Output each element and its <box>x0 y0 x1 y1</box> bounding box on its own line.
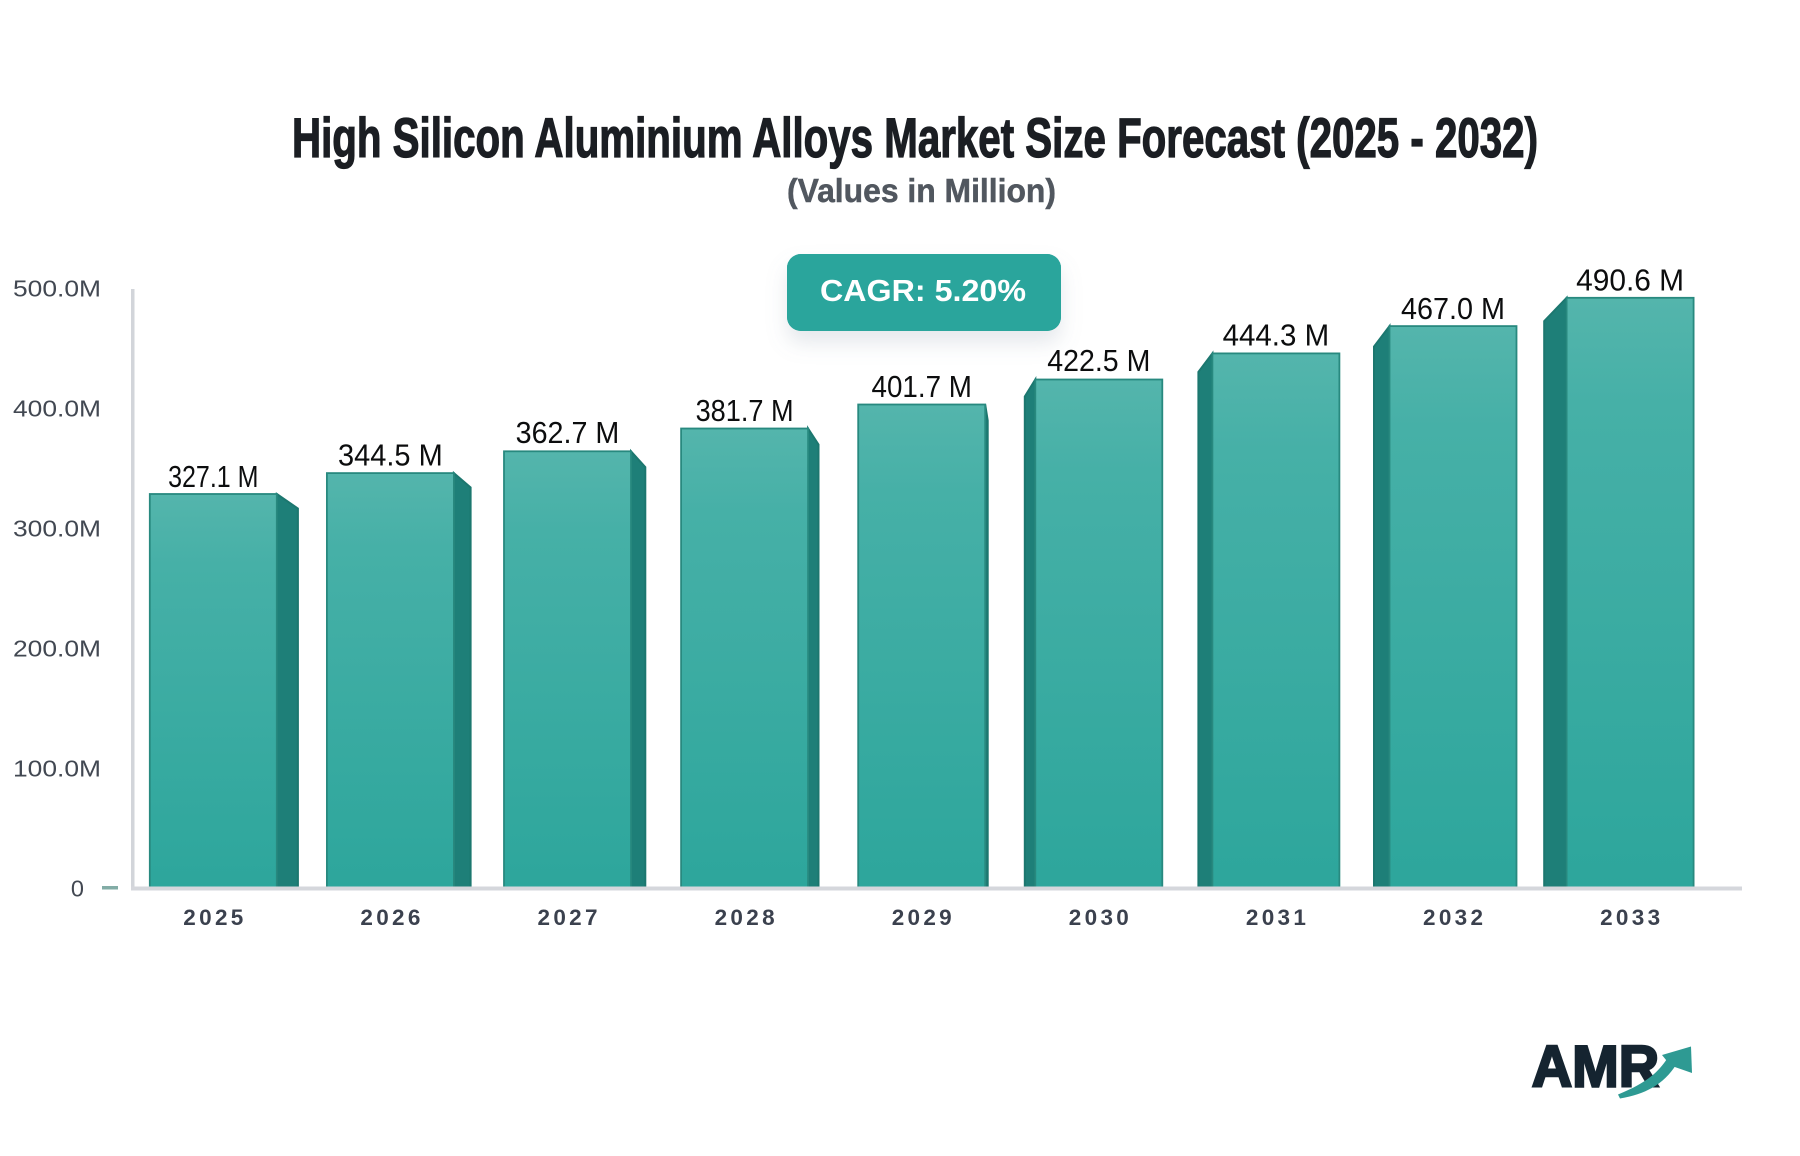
svg-text:327.1 M: 327.1 M <box>168 460 258 494</box>
svg-text:500.0M: 500.0M <box>13 275 101 301</box>
svg-text:400.0M: 400.0M <box>13 395 101 421</box>
svg-text:467.0 M: 467.0 M <box>1401 292 1505 326</box>
svg-text:High Silicon Aluminium Alloys: High Silicon Aluminium Alloys Market Siz… <box>292 106 1538 169</box>
svg-text:0: 0 <box>71 875 84 901</box>
svg-text:362.7 M: 362.7 M <box>516 416 620 450</box>
svg-text:381.7 M: 381.7 M <box>696 394 794 428</box>
svg-text:344.5 M: 344.5 M <box>338 438 443 472</box>
svg-text:100.0M: 100.0M <box>13 755 101 781</box>
svg-text:490.6 M: 490.6 M <box>1576 264 1684 298</box>
svg-text:300.0M: 300.0M <box>13 515 101 541</box>
svg-text:422.5 M: 422.5 M <box>1047 344 1150 378</box>
svg-text:CAGR: 5.20%: CAGR: 5.20% <box>820 274 1026 308</box>
svg-text:200.0M: 200.0M <box>13 635 101 661</box>
svg-text:401.7 M: 401.7 M <box>872 370 972 404</box>
svg-text:(Values in Million): (Values in Million) <box>787 172 1056 209</box>
svg-text:444.3 M: 444.3 M <box>1223 318 1330 352</box>
